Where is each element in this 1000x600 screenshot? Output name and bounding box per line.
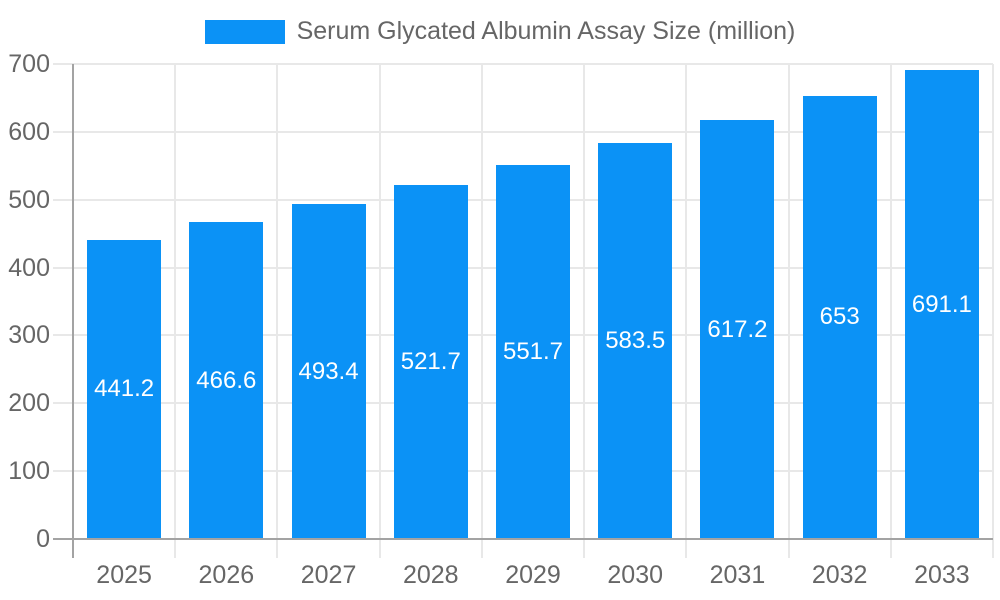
y-tick-label: 700 — [8, 50, 50, 78]
bar-value-label: 493.4 — [298, 357, 359, 385]
x-tick-label: 2028 — [402, 561, 459, 589]
x-gridline — [276, 64, 279, 558]
x-tick-label: 2032 — [811, 561, 868, 589]
bar[interactable]: 653 — [802, 95, 877, 539]
x-tick-label: 2031 — [709, 561, 766, 589]
legend-label: Serum Glycated Albumin Assay Size (milli… — [296, 17, 796, 45]
bar[interactable]: 466.6 — [189, 222, 264, 539]
y-tick-label: 400 — [8, 253, 50, 282]
x-gridline — [787, 64, 790, 558]
bar-value-label: 617.2 — [707, 315, 768, 343]
x-gridline — [992, 64, 994, 558]
bar[interactable]: 493.4 — [291, 204, 366, 539]
bar[interactable]: 521.7 — [393, 184, 468, 539]
bar-value-label: 653 — [819, 303, 860, 331]
legend-swatch-icon — [204, 19, 285, 44]
y-axis-line — [72, 64, 74, 558]
bar-value-label: 691.1 — [911, 290, 972, 318]
bar[interactable]: 617.2 — [700, 120, 775, 539]
chart-legend[interactable]: Serum Glycated Albumin Assay Size (milli… — [0, 17, 1000, 46]
bar-value-label: 441.2 — [94, 375, 155, 403]
x-gridline — [583, 64, 586, 558]
x-axis-line — [53, 538, 993, 540]
bar[interactable]: 441.2 — [87, 239, 162, 539]
bar-value-label: 551.7 — [502, 337, 564, 365]
y-tick-label: 500 — [8, 185, 50, 214]
x-gridline — [378, 64, 381, 558]
x-tick-label: 2033 — [914, 561, 970, 589]
x-gridline — [480, 64, 483, 558]
bar-value-label: 521.7 — [400, 347, 461, 375]
x-tick-label: 2030 — [607, 561, 664, 589]
y-tick-label: 600 — [8, 117, 50, 146]
y-gridline — [53, 63, 993, 65]
y-tick-label: 300 — [8, 321, 50, 350]
y-tick-label: 100 — [8, 457, 50, 486]
x-gridline — [174, 64, 177, 558]
y-tick-label: 200 — [8, 389, 50, 418]
x-tick-label: 2029 — [505, 561, 561, 589]
bar-value-label: 466.6 — [196, 366, 257, 394]
bar[interactable]: 551.7 — [496, 164, 570, 539]
x-gridline — [889, 64, 892, 558]
y-tick-label: 0 — [36, 525, 50, 553]
bar[interactable]: 691.1 — [904, 70, 979, 539]
y-gridline — [53, 130, 993, 133]
bar[interactable]: 583.5 — [598, 143, 673, 539]
x-tick-label: 2025 — [96, 561, 152, 589]
x-gridline — [685, 64, 688, 558]
x-tick-label: 2026 — [198, 561, 255, 589]
x-tick-label: 2027 — [300, 561, 357, 589]
bar-value-label: 583.5 — [605, 327, 666, 355]
